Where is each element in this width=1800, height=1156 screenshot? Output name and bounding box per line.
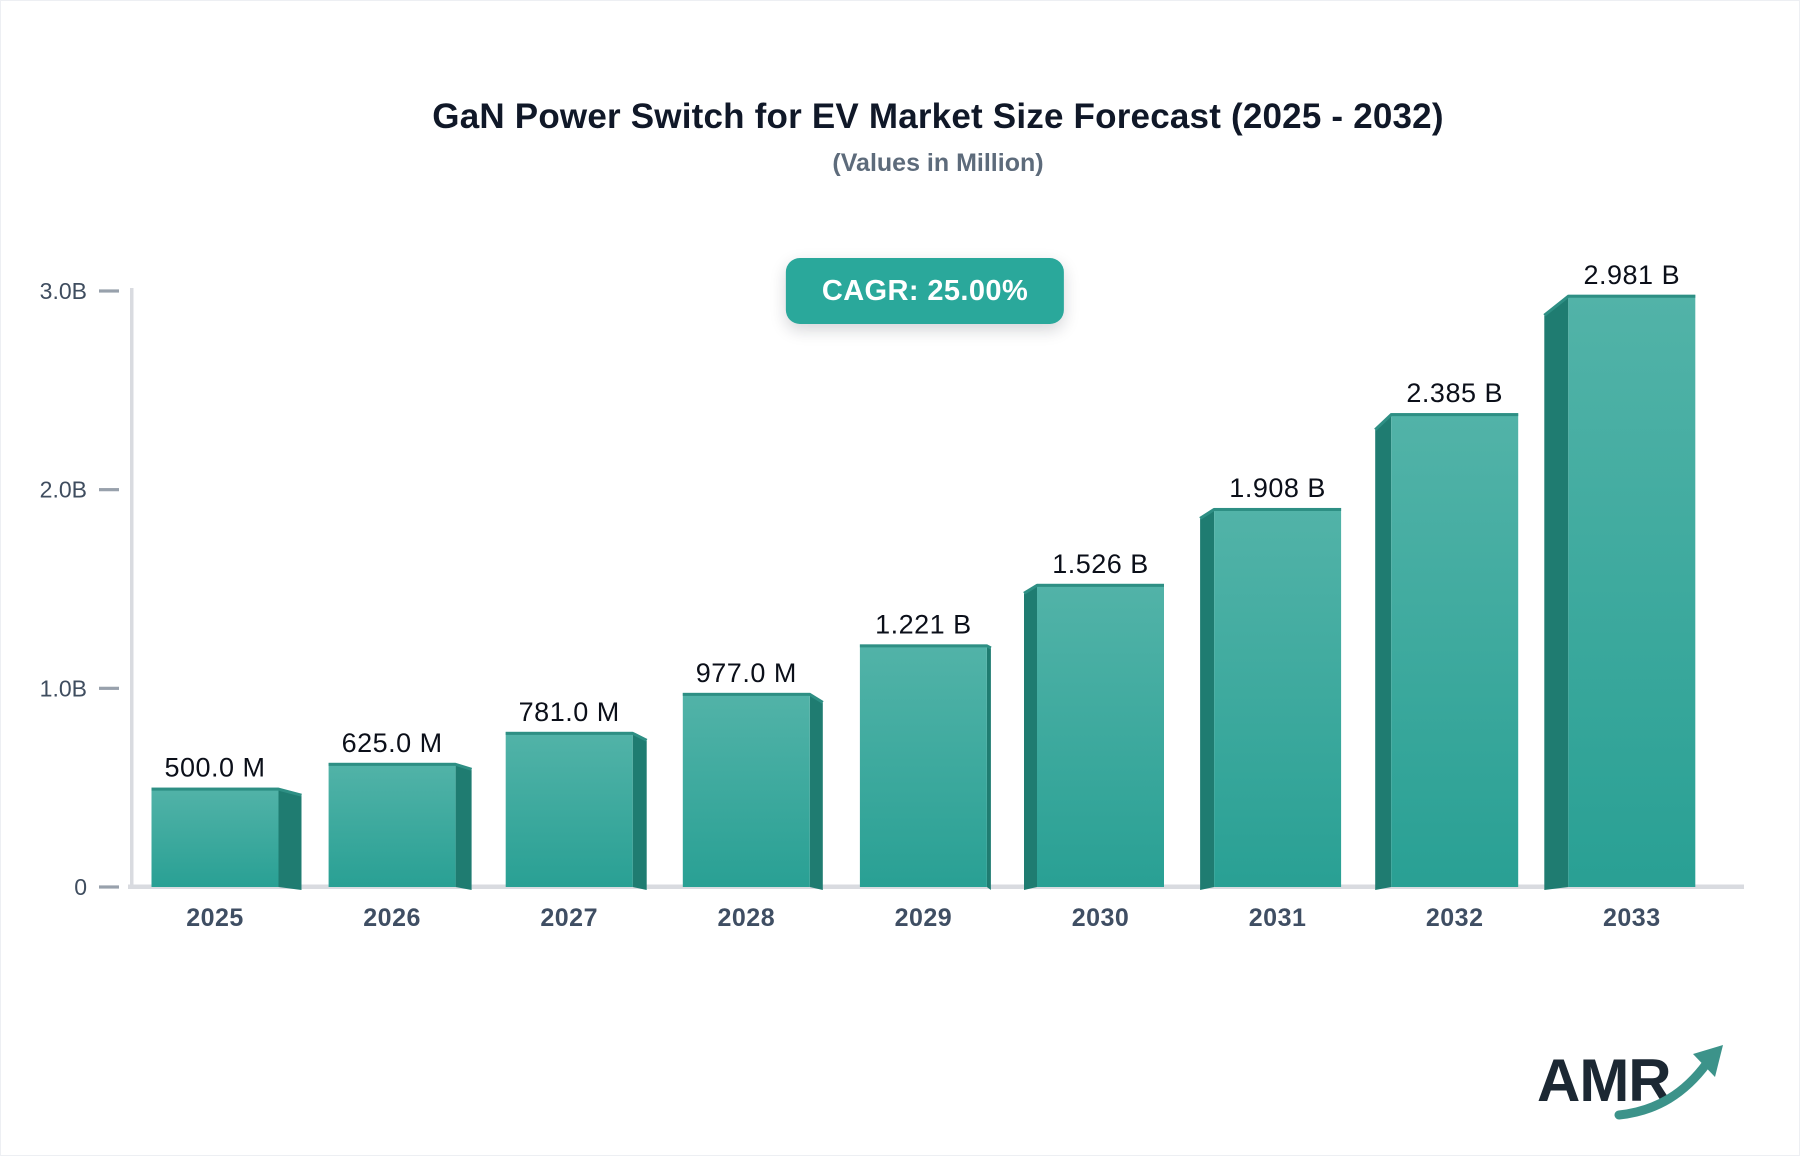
- y-tick-label: 2.0B: [40, 477, 87, 503]
- bar-group-2033: 2.981 B 2033: [1543, 260, 1696, 932]
- x-axis-label: 2029: [895, 904, 953, 932]
- cagr-badge: CAGR: 25.00%: [785, 258, 1065, 324]
- bar-value-label: 1.526 B: [1052, 549, 1149, 579]
- bar-side-face: [1375, 415, 1392, 890]
- bar-value-label: 1.221 B: [875, 609, 972, 639]
- bar-top-edge: [1199, 507, 1342, 520]
- bar-2029: [859, 644, 987, 887]
- bar-2031: [1214, 507, 1342, 887]
- bar-group-2029: 1.221 B 2029: [859, 609, 992, 932]
- bar-top-edge: [1374, 413, 1519, 431]
- growth-arrow-icon: [1614, 1045, 1723, 1120]
- bar-top-edge: [682, 692, 824, 704]
- y-tick-label: 0: [74, 874, 87, 900]
- bar-group-2032: 2.385 B 2032: [1374, 378, 1519, 932]
- bar-2027: [505, 731, 633, 887]
- bar-value-label: 1.908 B: [1229, 473, 1326, 503]
- bar-side-face: [455, 764, 472, 890]
- x-axis-label: 2033: [1603, 904, 1661, 932]
- x-axis-label: 2027: [540, 904, 598, 932]
- y-tick-label: 3.0B: [40, 278, 87, 304]
- bar-2028: [682, 692, 810, 887]
- x-axis-label: 2031: [1249, 904, 1307, 932]
- x-axis-label: 2028: [717, 904, 775, 932]
- y-tick-label: 1.0B: [40, 675, 87, 701]
- bar-side-face: [278, 789, 302, 890]
- y-tick-dash: [99, 488, 119, 492]
- x-axis-label: 2026: [363, 904, 421, 932]
- amr-logo: AMR: [1537, 1045, 1723, 1120]
- y-tick-dash: [99, 885, 119, 889]
- bar-group-2027: 781.0 M 2027: [505, 697, 648, 932]
- bar-2026: [328, 762, 456, 887]
- bar-top-edge: [1543, 294, 1696, 317]
- bar-side-face: [986, 646, 991, 890]
- bar-value-label: 2.385 B: [1406, 378, 1503, 408]
- bar-2033: [1568, 294, 1696, 887]
- bar-top-edge: [859, 644, 992, 650]
- bar-value-label: 2.981 B: [1584, 260, 1681, 290]
- bar-value-label: 625.0 M: [342, 728, 443, 758]
- bar-value-label: 781.0 M: [519, 697, 620, 727]
- bar-top-edge: [328, 762, 473, 771]
- bar-value-label: 500.0 M: [164, 753, 265, 783]
- bar-group-2030: 1.526 B 2030: [1023, 549, 1164, 932]
- y-axis-line: [130, 288, 134, 887]
- bar-2030: [1037, 583, 1164, 887]
- bar-2025: [151, 787, 279, 887]
- y-tick-dash: [99, 289, 119, 293]
- bar-group-2026: 625.0 M 2026: [328, 728, 473, 932]
- page-title: GaN Power Switch for EV Market Size Fore…: [432, 97, 1444, 136]
- chart-subtitle: (Values in Million): [832, 149, 1044, 177]
- bar-top-edge: [505, 731, 648, 742]
- bar-2032: [1391, 413, 1519, 887]
- bar-side-face: [1544, 296, 1569, 890]
- amr-logo-text: AMR: [1537, 1047, 1671, 1114]
- bar-side-face: [632, 733, 647, 890]
- bar-side-face: [809, 694, 823, 890]
- y-tick-dash: [99, 686, 119, 690]
- x-axis-label: 2030: [1072, 904, 1130, 932]
- bar-top-edge: [1023, 583, 1164, 595]
- bar-group-2028: 977.0 M 2028: [682, 658, 824, 932]
- bar-group-2025: 500.0 M 2025: [151, 753, 302, 932]
- bar-top-edge: [151, 787, 302, 797]
- x-axis-label: 2025: [186, 904, 244, 932]
- bar-value-label: 977.0 M: [696, 658, 797, 688]
- bar-side-face: [1024, 585, 1037, 890]
- bar-side-face: [1200, 509, 1215, 890]
- x-axis-label: 2032: [1426, 904, 1484, 932]
- bar-group-2031: 1.908 B 2031: [1199, 473, 1342, 932]
